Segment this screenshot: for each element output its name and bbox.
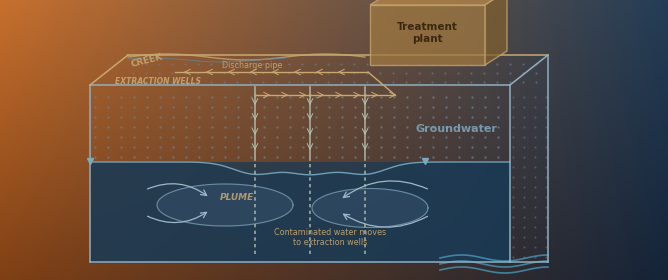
Text: Discharge pipe: Discharge pipe <box>222 61 283 70</box>
Text: EXTRACTION WELLS: EXTRACTION WELLS <box>115 77 201 86</box>
Text: CREEK: CREEK <box>130 52 164 69</box>
Polygon shape <box>157 184 293 226</box>
Polygon shape <box>90 162 510 262</box>
Polygon shape <box>485 0 507 65</box>
Text: PLUME: PLUME <box>220 193 255 202</box>
Text: Contaminated water moves
to extraction wells: Contaminated water moves to extraction w… <box>274 228 386 248</box>
Polygon shape <box>370 5 485 65</box>
Polygon shape <box>312 188 428 227</box>
Polygon shape <box>370 0 507 5</box>
Text: Treatment
plant: Treatment plant <box>397 22 458 44</box>
Text: Groundwater: Groundwater <box>415 124 497 134</box>
